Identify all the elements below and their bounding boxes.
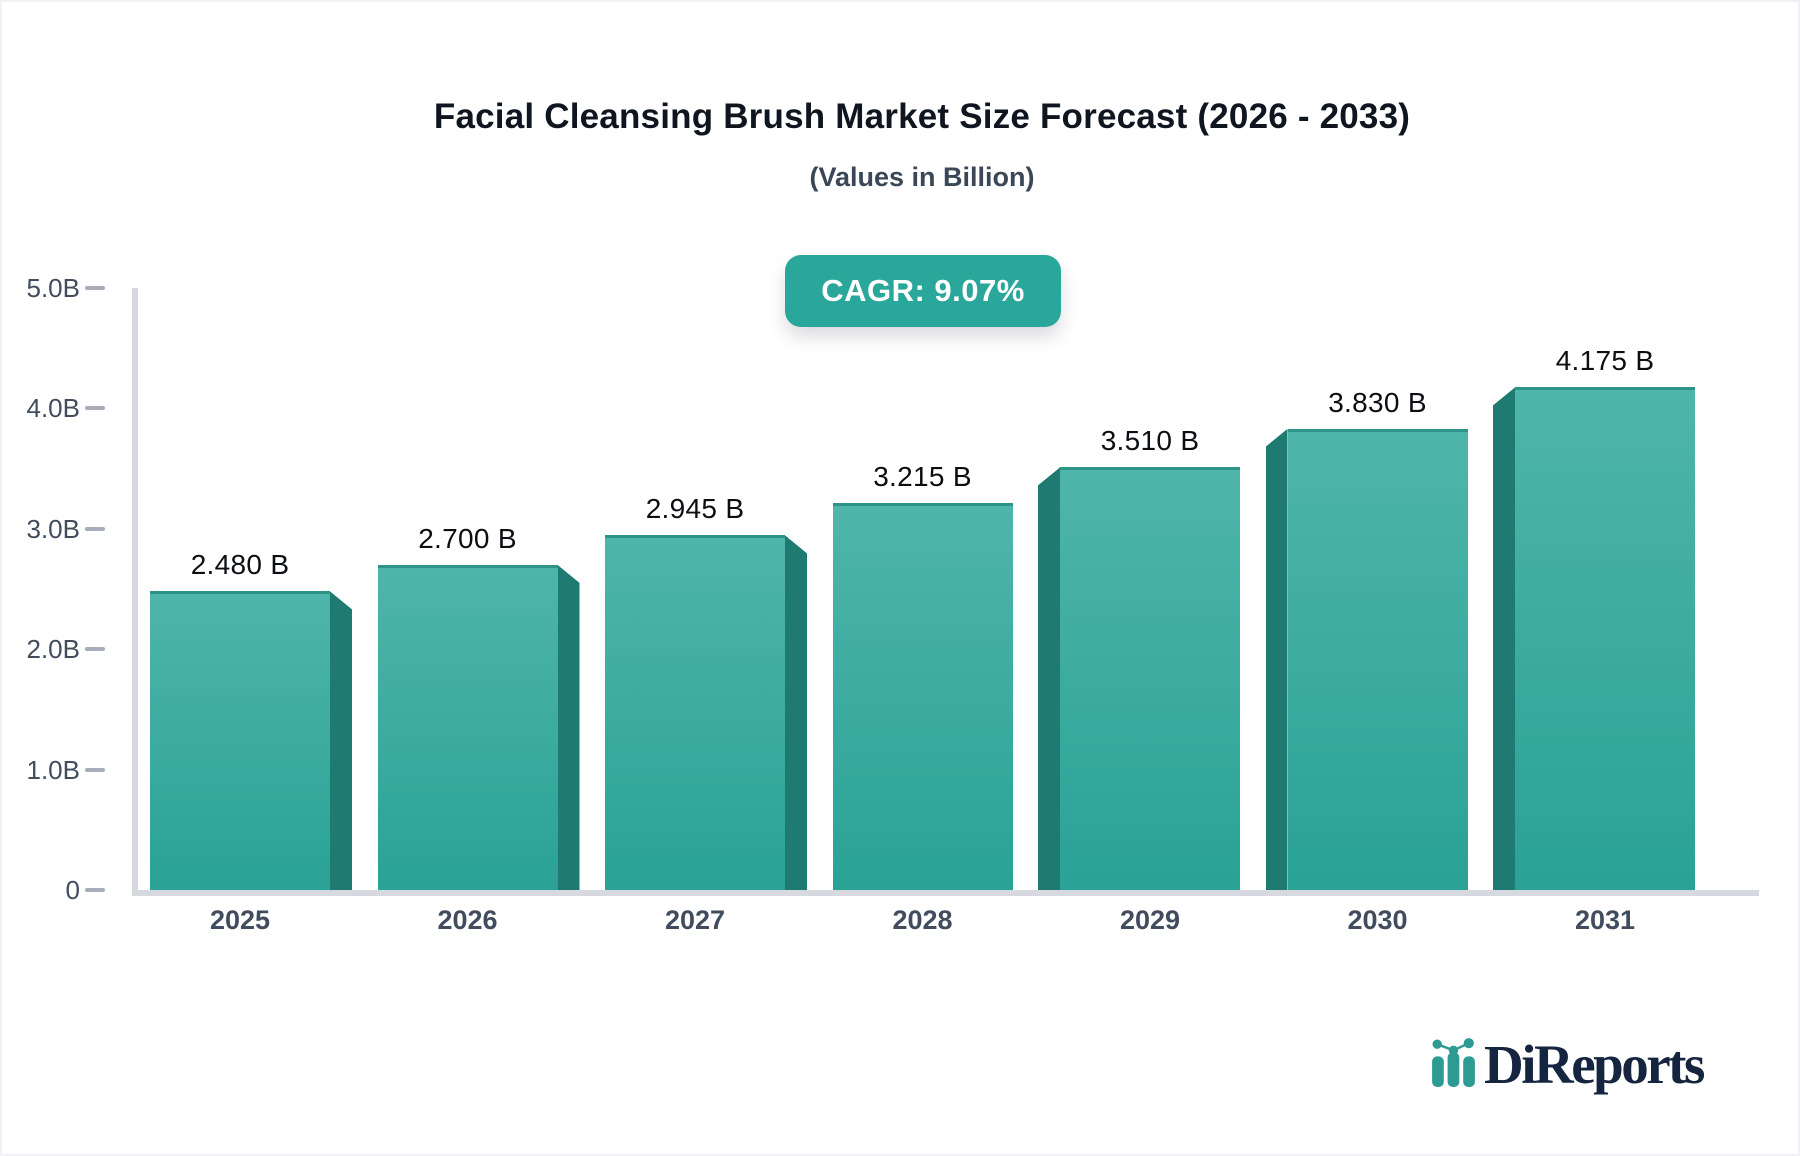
y-axis-tick-label: 1.0B <box>26 754 81 785</box>
y-axis-tick-label: 2.0B <box>26 634 81 665</box>
chart-subtitle: (Values in Billion) <box>809 162 1035 192</box>
bar-side-face <box>1265 428 1288 890</box>
bar-side-face <box>1038 467 1060 890</box>
y-axis-tick <box>85 406 105 411</box>
x-axis-label: 2031 <box>1574 905 1636 935</box>
y-axis-tick <box>85 647 105 652</box>
x-axis-label: 2027 <box>664 905 726 935</box>
bar-side-face <box>330 591 352 890</box>
bar <box>605 535 785 890</box>
x-axis-label: 2025 <box>209 905 271 935</box>
bar <box>832 502 1013 890</box>
y-axis-tick-label: 4.0B <box>26 393 81 424</box>
bar-value-label: 3.510 B <box>1100 425 1200 457</box>
bar-side-face <box>557 564 580 890</box>
bar-chart-logo-icon <box>1432 1038 1475 1087</box>
bar-value-label: 2.945 B <box>645 493 745 525</box>
bar <box>377 564 558 890</box>
bar-side-face <box>1493 387 1515 890</box>
y-axis-tick-label: 0 <box>65 875 80 905</box>
bar <box>1287 428 1468 890</box>
x-axis-label: 2026 <box>437 905 498 935</box>
bar-value-label: 4.175 B <box>1555 345 1655 377</box>
y-axis-tick <box>85 526 105 531</box>
bar-side-face <box>785 535 807 890</box>
bar <box>1060 467 1240 890</box>
bar-value-label: 3.215 B <box>873 460 972 492</box>
y-axis-tick <box>85 286 105 290</box>
bar <box>150 591 330 890</box>
brand-name: DiReports <box>1484 1033 1705 1095</box>
y-axis-tick-label: 3.0B <box>26 513 81 544</box>
x-axis-label: 2029 <box>1119 905 1181 935</box>
bar-value-label: 2.700 B <box>418 522 517 554</box>
bar-value-label: 3.830 B <box>1328 386 1427 418</box>
y-axis-tick <box>85 888 105 892</box>
cagr-badge: CAGR: 9.07% <box>785 255 1061 327</box>
y-axis-tick-label: 5.0B <box>26 273 81 303</box>
x-axis-line <box>132 890 1759 896</box>
y-axis-tick <box>85 767 105 772</box>
bar-value-label: 2.480 B <box>190 549 290 581</box>
y-axis-line <box>132 288 138 896</box>
brand-logo: DiReports <box>1430 1033 1705 1095</box>
x-axis-label: 2028 <box>892 905 953 935</box>
bar <box>1515 387 1695 890</box>
x-axis-label: 2030 <box>1347 905 1408 935</box>
chart-title: Facial Cleansing Brush Market Size Forec… <box>433 97 1411 136</box>
